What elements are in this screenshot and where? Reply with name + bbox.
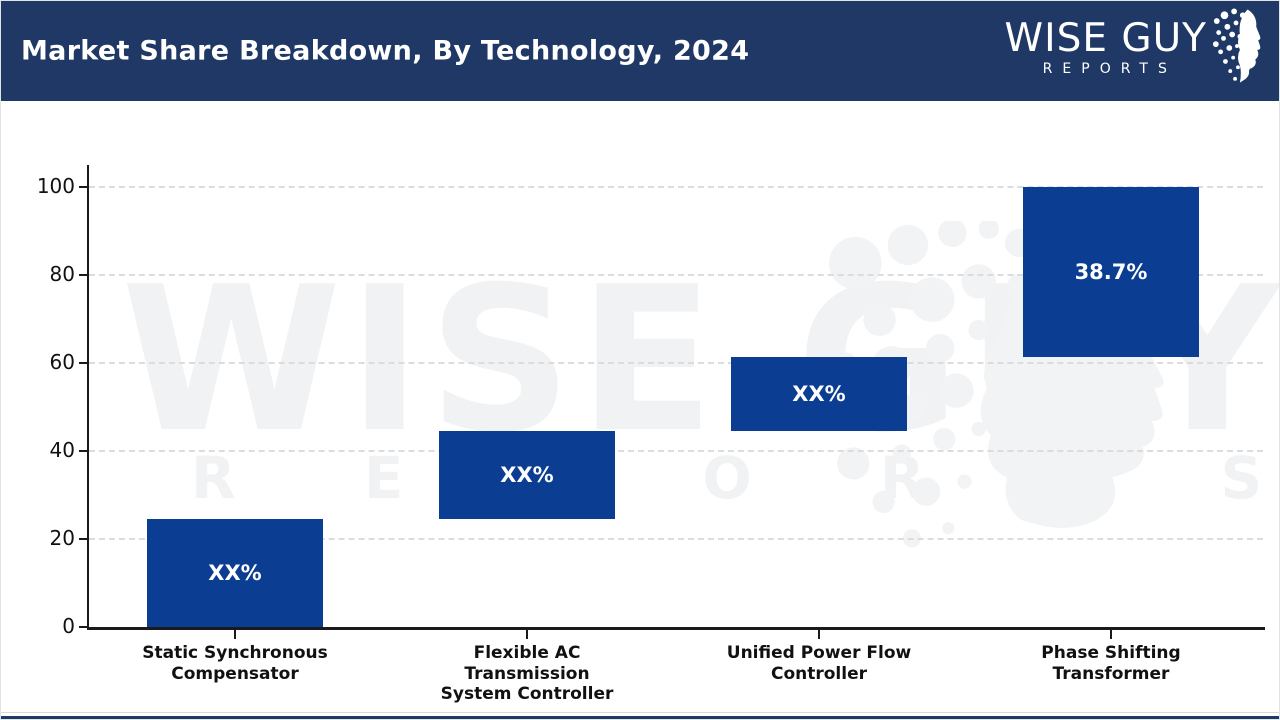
y-axis-tick-mark [79,626,88,628]
y-axis-line [87,165,89,630]
y-axis-tick-label: 0 [62,614,75,638]
bar-value-label: 38.7% [1074,260,1148,285]
x-axis-tick-mark [818,630,820,639]
y-axis-tick-label: 20 [49,526,75,550]
gridline [89,362,1263,364]
brand-logo-text: WISE GUY REPORTS [1004,16,1207,77]
brand-name: WISE GUY [1004,16,1207,62]
footer-accent-bar [1,716,1279,719]
bar: XX% [439,431,615,520]
gridline [89,274,1263,276]
market-share-chart: WISE GUY R E P O R T S 0 20 40 60 80 100 XX% St… [1,101,1279,715]
y-axis-tick-label: 80 [49,262,75,286]
bar-value-label: XX% [500,463,554,488]
footer-hairline [1,712,1279,713]
bar: XX% [147,519,323,627]
x-axis-tick-mark [526,630,528,639]
y-axis-tick-mark [79,450,88,452]
y-axis-tick-label: 60 [49,350,75,374]
x-category-label: Unified Power Flow Controller [726,643,912,684]
x-axis-tick-mark [234,630,236,639]
bar-value-label: XX% [792,382,846,407]
bar-value-label: XX% [208,561,262,586]
brand-logo: WISE GUY REPORTS [1005,7,1263,89]
gridline [89,538,1263,540]
y-axis-tick-mark [79,274,88,276]
y-axis-tick-mark [79,362,88,364]
header-banner: Market Share Breakdown, By Technology, 2… [1,1,1279,101]
x-category-label: Static Synchronous Compensator [142,643,328,684]
x-axis-tick-mark [1110,630,1112,639]
y-axis-tick-label: 100 [36,174,75,198]
y-axis-tick-mark [79,186,88,188]
bar: 38.7% [1023,187,1199,358]
bar: XX% [731,357,907,432]
page-title: Market Share Breakdown, By Technology, 2… [21,35,750,67]
dotted-face-logo-icon [1212,8,1261,83]
x-category-label: Phase Shifting Transformer [1041,643,1181,684]
y-axis-tick-mark [79,538,88,540]
y-axis-tick-label: 40 [49,438,75,462]
gridline [89,450,1263,452]
x-axis-line [87,627,1265,630]
gridline [89,186,1263,188]
x-category-label: Flexible AC Transmission System Controll… [440,643,614,705]
brand-subname: REPORTS [1042,60,1177,77]
